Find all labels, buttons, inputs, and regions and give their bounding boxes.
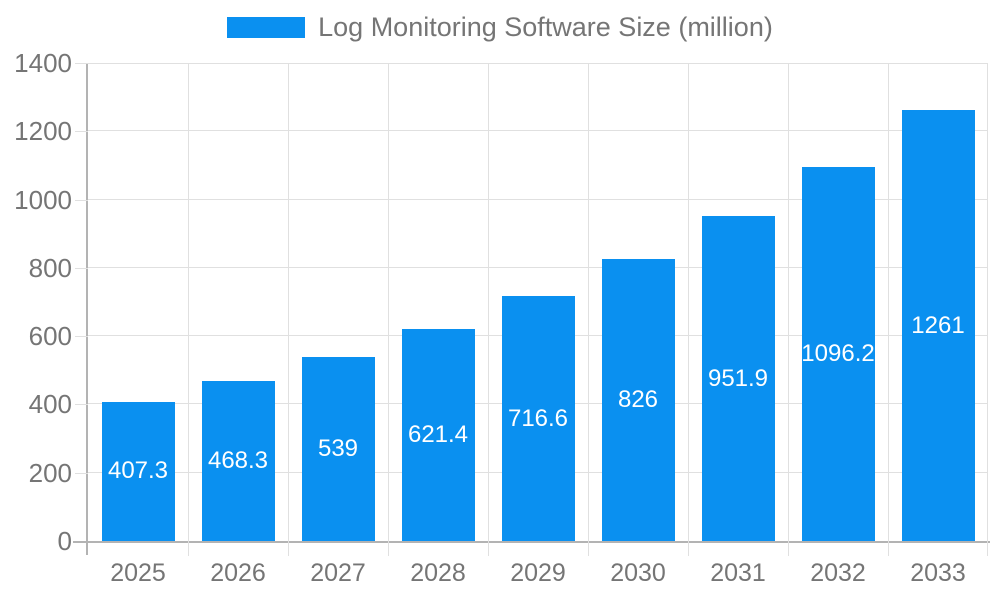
x-axis-tick: [888, 541, 889, 556]
y-axis-line: [86, 63, 88, 555]
x-axis-category-label: 2029: [510, 559, 566, 587]
bar-value-label: 407.3: [107, 457, 169, 485]
y-axis-labels: 0 200 400 600 800 1000 1200 1400: [0, 48, 72, 556]
legend-label: Log Monitoring Software Size (million): [318, 12, 773, 42]
bar-2030[interactable]: 826: [601, 258, 675, 541]
bar-2028[interactable]: 621.4: [401, 328, 475, 541]
x-axis-tick: [188, 541, 189, 556]
gridline-horizontal: [88, 63, 988, 64]
gridline-vertical: [987, 63, 988, 541]
bar-2026[interactable]: 468.3: [201, 381, 275, 541]
bar-value-label: 621.4: [407, 420, 469, 448]
bar-value-label: 1261: [911, 311, 965, 339]
bar-2031[interactable]: 951.9: [701, 216, 775, 541]
x-axis-labels: 2025 2026 2027 2028 2029 2030 2031 2032 2033: [88, 556, 988, 590]
gridline-vertical: [788, 63, 789, 541]
gridline-vertical: [188, 63, 189, 541]
y-axis-tick-label: 1200: [14, 116, 72, 146]
x-axis-category-label: 2027: [310, 559, 366, 587]
y-axis-tick-label: 400: [28, 389, 72, 419]
gridline-vertical: [588, 63, 589, 541]
bar-value-label: 951.9: [707, 364, 769, 392]
y-axis-tick-label: 0: [57, 526, 72, 556]
bar-2025[interactable]: 407.3: [101, 401, 175, 541]
y-axis-tick: [75, 404, 88, 405]
x-axis-tick: [288, 541, 289, 556]
gridline-vertical: [688, 63, 689, 541]
x-axis-tick: [688, 541, 689, 556]
x-axis-category-label: 2026: [210, 559, 266, 587]
bar-2027[interactable]: 539: [301, 356, 375, 541]
y-axis-tick-label: 1400: [14, 48, 72, 78]
x-axis-line: [73, 541, 990, 543]
plot-area: 407.3 468.3 539 621.4 716.6 826 951.9 1096.2 126…: [73, 63, 990, 556]
x-axis-category-label: 2025: [110, 559, 166, 587]
bar-value-label: 539: [317, 434, 359, 462]
bar-2029[interactable]: 716.6: [501, 296, 575, 541]
y-axis-tick-label: 1000: [14, 185, 72, 215]
bar-value-label: 826: [617, 385, 659, 413]
y-axis-tick-label: 600: [28, 321, 72, 351]
gridline-horizontal: [88, 199, 988, 200]
x-axis-category-label: 2031: [710, 559, 766, 587]
bar-value-label: 716.6: [507, 404, 569, 432]
bar-value-label: 1096.2: [801, 339, 875, 367]
y-axis-tick: [75, 63, 88, 64]
x-axis-tick: [788, 541, 789, 556]
legend-swatch-icon: [227, 17, 306, 38]
x-axis-category-label: 2032: [810, 559, 866, 587]
gridline-vertical: [888, 63, 889, 541]
x-axis-category-label: 2028: [410, 559, 466, 587]
x-axis-tick: [388, 541, 389, 556]
gridline-vertical: [388, 63, 389, 541]
bar-2032[interactable]: 1096.2: [801, 166, 875, 541]
gridline-vertical: [488, 63, 489, 541]
x-axis-category-label: 2030: [610, 559, 666, 587]
y-axis-tick-label: 800: [28, 253, 72, 283]
gridline-horizontal: [88, 267, 988, 268]
y-axis-tick: [75, 131, 88, 132]
y-axis-tick: [75, 200, 88, 201]
x-axis-tick: [588, 541, 589, 556]
y-axis-tick: [75, 473, 88, 474]
gridline-horizontal: [88, 130, 988, 131]
x-axis-tick: [488, 541, 489, 556]
bar-2033[interactable]: 1261: [901, 110, 975, 541]
bar-value-label: 468.3: [207, 447, 269, 475]
y-axis-tick: [75, 268, 88, 269]
y-axis-tick: [75, 336, 88, 337]
chart-legend[interactable]: Log Monitoring Software Size (million): [0, 12, 1000, 43]
gridline-vertical: [288, 63, 289, 541]
x-axis-tick: [987, 541, 988, 556]
x-axis-category-label: 2033: [910, 559, 966, 587]
y-axis-tick-label: 200: [28, 458, 72, 488]
